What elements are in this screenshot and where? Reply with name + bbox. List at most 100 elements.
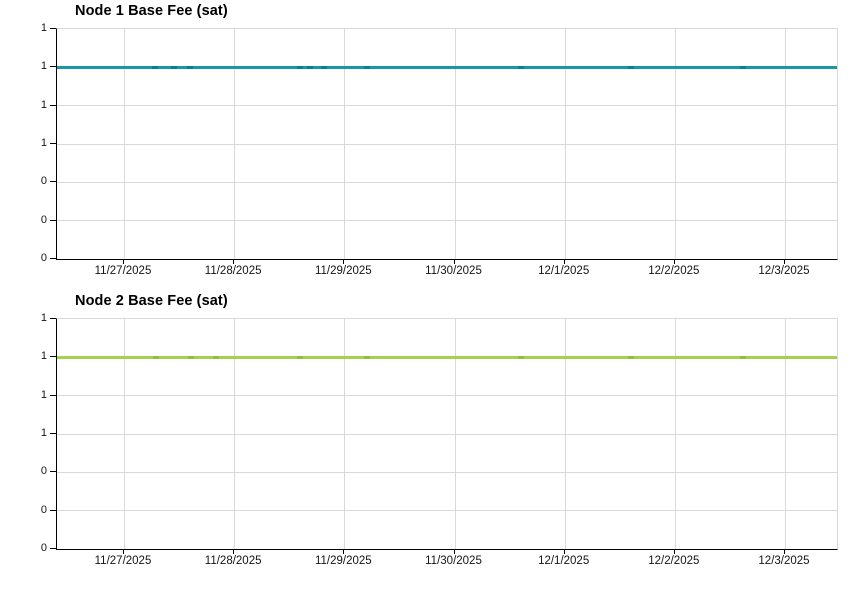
- y-axis-tick: [50, 471, 56, 473]
- x-tick-label: 11/30/2025: [425, 265, 482, 277]
- data-point-marker: [297, 65, 304, 69]
- data-point-marker: [188, 355, 195, 359]
- gridline-vertical: [234, 29, 236, 259]
- x-tick-label: 12/2/2025: [648, 265, 700, 277]
- x-axis-tick: [673, 549, 675, 554]
- data-point-marker: [153, 355, 160, 359]
- gridline-vertical: [344, 29, 346, 259]
- y-axis-tick: [50, 28, 56, 29]
- data-point-marker: [320, 65, 327, 69]
- gridline-vertical: [674, 29, 676, 259]
- x-tick-label: 11/29/2025: [314, 265, 372, 277]
- x-axis-tick: [123, 549, 124, 554]
- series-line: [57, 355, 837, 359]
- y-axis-tick: [50, 66, 56, 68]
- y-axis-tick: [50, 509, 56, 511]
- y-tick-label: 0: [40, 503, 47, 516]
- gridline-horizontal: [57, 433, 837, 435]
- x-tick-label: 11/30/2025: [425, 555, 482, 567]
- x-axis-tick: [563, 549, 565, 554]
- gridline-vertical: [124, 29, 125, 259]
- gridline-vertical: [454, 29, 456, 259]
- gridline-vertical: [785, 29, 786, 259]
- y-axis-tick: [50, 143, 56, 144]
- gridline-vertical: [564, 29, 566, 259]
- y-tick-label: 1: [40, 98, 47, 111]
- y-tick-label: 0: [40, 465, 47, 478]
- data-point-marker: [518, 65, 525, 69]
- x-axis-tick: [233, 259, 235, 264]
- data-point-marker: [739, 65, 746, 69]
- y-tick-label: 1: [40, 60, 47, 73]
- y-tick-label: 1: [40, 312, 47, 324]
- x-axis-tick: [563, 259, 565, 264]
- gridline-vertical: [674, 319, 676, 549]
- x-tick-label: 11/27/2025: [94, 555, 152, 567]
- data-point-marker: [628, 65, 635, 69]
- y-tick-label: 1: [40, 427, 47, 439]
- gridline-horizontal: [57, 143, 837, 145]
- x-tick-label: 12/2/2025: [648, 555, 700, 567]
- x-tick-label: 12/3/2025: [758, 555, 810, 567]
- x-axis-tick: [343, 549, 345, 554]
- x-tick-label: 11/28/2025: [204, 265, 262, 277]
- x-axis-tick: [343, 259, 345, 264]
- y-axis-tick: [50, 433, 56, 434]
- y-axis-tick: [50, 548, 56, 549]
- y-axis-tick: [50, 318, 56, 319]
- y-axis-tick: [50, 219, 56, 221]
- data-point-marker: [171, 65, 177, 69]
- gridline-vertical: [234, 319, 236, 549]
- y-tick-label: 1: [40, 388, 47, 401]
- x-tick-label: 12/1/2025: [538, 265, 590, 277]
- gridline-vertical: [124, 319, 125, 549]
- y-tick-label: 1: [40, 137, 47, 149]
- gridline-horizontal: [57, 105, 837, 107]
- gridline-horizontal: [57, 471, 837, 473]
- x-tick-label: 11/28/2025: [204, 555, 262, 567]
- data-point-marker: [363, 355, 370, 359]
- gridline-vertical: [454, 319, 456, 549]
- y-tick-label: 1: [40, 22, 47, 34]
- y-axis-tick: [50, 181, 56, 183]
- y-tick-label: 1: [40, 350, 47, 363]
- chart-title-node-2: Node 2 Base Fee (sat): [75, 293, 228, 309]
- y-tick-label: 0: [40, 175, 47, 188]
- x-axis-tick: [673, 259, 675, 264]
- x-axis-tick: [123, 259, 124, 264]
- x-axis-tick: [453, 549, 455, 554]
- y-axis-tick: [50, 104, 56, 106]
- chart-node-2-base-fee: Node 2 Base Fee (sat) 1 1 1 1 0 0 0 11/27/2025 1…: [0, 290, 860, 580]
- y-axis-tick: [50, 356, 56, 358]
- x-axis-tick: [233, 549, 235, 554]
- y-tick-label: 0: [40, 213, 47, 226]
- gridline-horizontal: [57, 220, 837, 222]
- gridline-horizontal: [57, 181, 837, 183]
- x-axis-tick: [784, 549, 785, 554]
- gridline-vertical: [564, 319, 566, 549]
- data-point-marker: [152, 65, 159, 69]
- gridline-vertical: [344, 319, 346, 549]
- x-tick-label: 11/29/2025: [314, 555, 372, 567]
- plot-area-node-1: [56, 28, 838, 260]
- gridline-horizontal: [57, 510, 837, 512]
- data-point-marker: [739, 355, 746, 359]
- data-point-marker: [213, 355, 220, 359]
- plot-area-node-2: [56, 318, 838, 550]
- gridline-horizontal: [57, 395, 837, 397]
- gridline-vertical: [785, 319, 786, 549]
- y-axis-tick: [50, 258, 56, 259]
- y-axis-tick: [50, 394, 56, 396]
- data-point-marker: [363, 65, 370, 69]
- x-tick-label: 12/1/2025: [538, 555, 590, 567]
- data-point-marker: [628, 355, 635, 359]
- x-tick-label: 11/27/2025: [94, 265, 152, 277]
- data-point-marker: [297, 355, 304, 359]
- chart-title-node-1: Node 1 Base Fee (sat): [75, 3, 228, 19]
- series-line: [57, 65, 837, 69]
- y-tick-label: 0: [40, 542, 47, 554]
- data-point-marker: [187, 65, 194, 69]
- x-axis-tick: [784, 259, 785, 264]
- data-point-marker: [306, 65, 313, 69]
